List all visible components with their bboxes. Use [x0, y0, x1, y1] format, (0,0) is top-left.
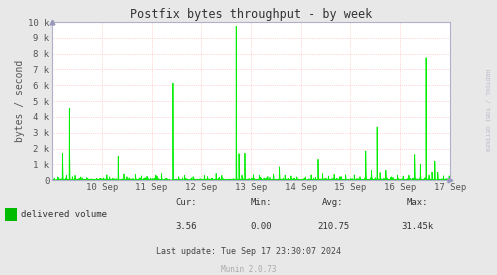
Text: 0.00: 0.00	[250, 222, 272, 231]
Text: Munin 2.0.73: Munin 2.0.73	[221, 265, 276, 274]
Y-axis label: bytes / second: bytes / second	[15, 60, 25, 142]
Text: RRDTOOL / TOBI OETIKER: RRDTOOL / TOBI OETIKER	[485, 69, 490, 151]
Text: 31.45k: 31.45k	[402, 222, 433, 231]
Text: 3.56: 3.56	[175, 222, 197, 231]
Text: Max:: Max:	[407, 198, 428, 207]
Text: Last update: Tue Sep 17 23:30:07 2024: Last update: Tue Sep 17 23:30:07 2024	[156, 247, 341, 256]
Text: 210.75: 210.75	[317, 222, 349, 231]
Text: delivered volume: delivered volume	[21, 210, 107, 219]
Text: Min:: Min:	[250, 198, 272, 207]
Text: Cur:: Cur:	[175, 198, 197, 207]
Text: Avg:: Avg:	[322, 198, 344, 207]
Title: Postfix bytes throughput - by week: Postfix bytes throughput - by week	[130, 8, 372, 21]
